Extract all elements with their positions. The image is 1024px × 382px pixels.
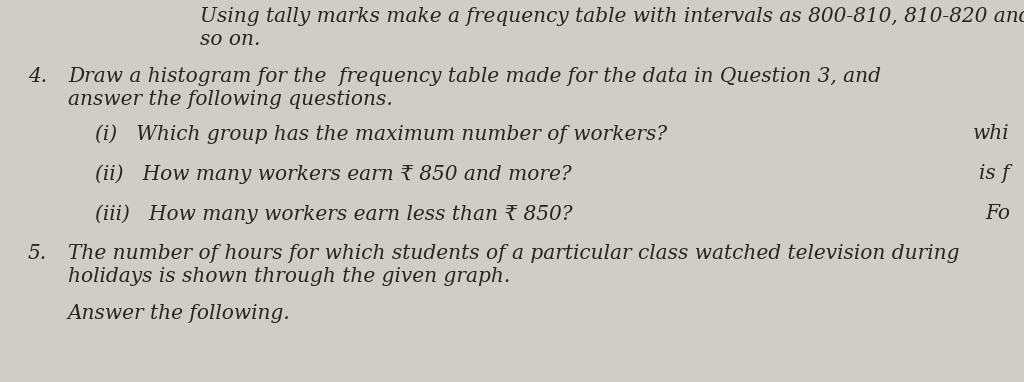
Text: Fo: Fo (985, 204, 1010, 223)
Text: Answer the following.: Answer the following. (68, 304, 291, 323)
Text: 4.: 4. (28, 67, 47, 86)
Text: Draw a histogram for the  frequency table made for the data in Question 3, and: Draw a histogram for the frequency table… (68, 67, 881, 86)
Text: holidays is shown through the given graph.: holidays is shown through the given grap… (68, 267, 510, 286)
Text: answer the following questions.: answer the following questions. (68, 90, 393, 109)
Text: Using tally marks make a frequency table with intervals as 800-810, 810-820 and: Using tally marks make a frequency table… (200, 7, 1024, 26)
Text: (ii)   How many workers earn ₹ 850 and more?: (ii) How many workers earn ₹ 850 and mor… (95, 164, 571, 184)
Text: whi: whi (974, 124, 1010, 143)
Text: 5.: 5. (28, 244, 47, 263)
Text: (i)   Which group has the maximum number of workers?: (i) Which group has the maximum number o… (95, 124, 667, 144)
Text: so on.: so on. (200, 30, 260, 49)
Text: is f: is f (979, 164, 1010, 183)
Text: (iii)   How many workers earn less than ₹ 850?: (iii) How many workers earn less than ₹ … (95, 204, 572, 223)
Text: The number of hours for which students of a particular class watched television : The number of hours for which students o… (68, 244, 959, 263)
